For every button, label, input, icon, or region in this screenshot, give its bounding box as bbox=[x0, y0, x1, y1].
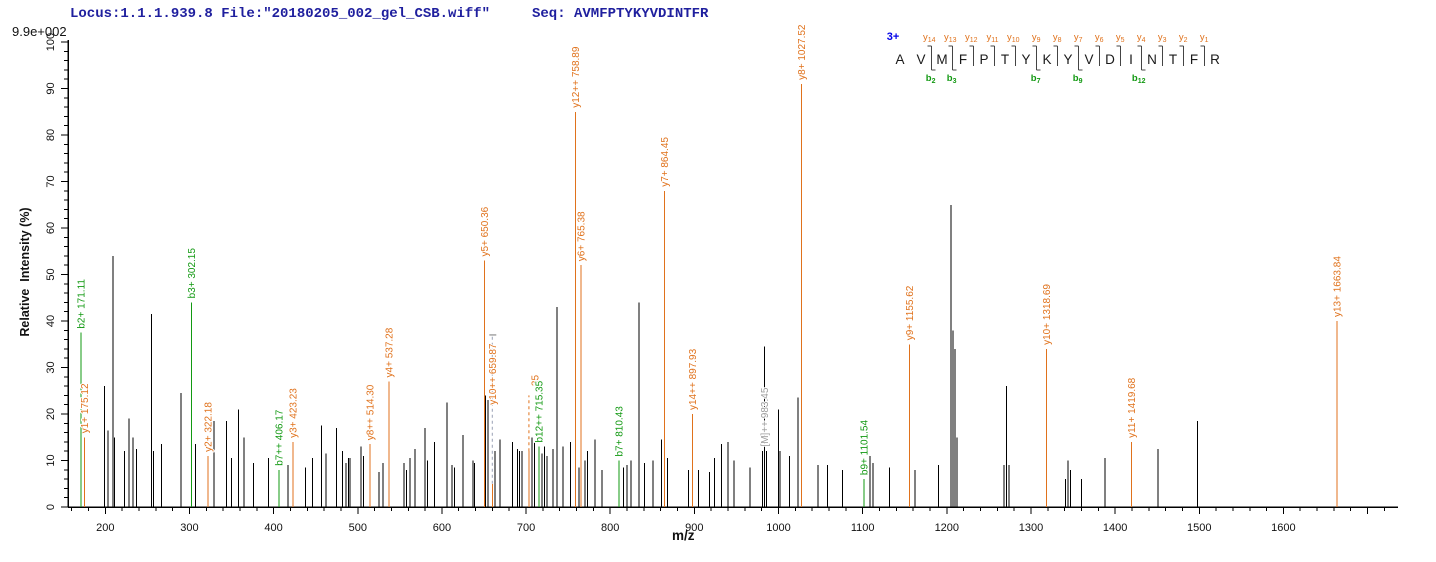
y-tick-label: 50 bbox=[45, 268, 57, 280]
residue-letter: P bbox=[979, 52, 988, 67]
x-tick-label: 1200 bbox=[935, 522, 959, 534]
y-tick-label: 70 bbox=[45, 175, 57, 187]
x-tick-label: 400 bbox=[264, 522, 282, 534]
x-tick-label: 600 bbox=[433, 522, 451, 534]
peak-label: y8+ 1027.52 bbox=[797, 24, 808, 80]
peak-label: y14++ 897.93 bbox=[688, 348, 699, 410]
residue-letter: Y bbox=[1063, 52, 1072, 67]
peak-label: y1+ 175.12 bbox=[80, 383, 91, 433]
x-tick-label: 1100 bbox=[851, 522, 875, 534]
peak-label: y7+ 864.45 bbox=[660, 137, 671, 187]
x-tick-label: 500 bbox=[349, 522, 367, 534]
peak-label: b7+ 810.43 bbox=[614, 406, 625, 457]
x-tick-label: 800 bbox=[601, 522, 619, 534]
y-tick-label: 20 bbox=[45, 408, 57, 420]
b-ion-label: b12 bbox=[1132, 73, 1146, 85]
peak-label: [M]++ 983.45 bbox=[760, 387, 771, 446]
peak-label: y5+ 650.36 bbox=[480, 206, 491, 256]
residue-letter: T bbox=[1001, 52, 1009, 67]
annotated-peaks: b2+ 171.11 y1+ 175.12 b3+ 302.15 y2+ 322.18… bbox=[76, 23, 1345, 507]
residue-letter: I bbox=[1129, 52, 1133, 67]
residue-letter: M bbox=[936, 52, 947, 67]
y-ion-label: y8 bbox=[1053, 32, 1062, 44]
peak-label: b12++ 715.35 bbox=[534, 380, 545, 442]
precursor-charge-label: 3+ bbox=[887, 31, 900, 43]
x-tick-label: 900 bbox=[685, 522, 703, 534]
x-tick-label: 200 bbox=[96, 522, 114, 534]
x-tick-label: 700 bbox=[517, 522, 535, 534]
peak-label: y10+ 1318.69 bbox=[1042, 284, 1053, 345]
x-tick-label: 1300 bbox=[1019, 522, 1043, 534]
residue-letter: R bbox=[1210, 52, 1220, 67]
peaks bbox=[103, 204, 1199, 507]
y-ion-label: y7 bbox=[1074, 32, 1083, 44]
y-tick-label: 60 bbox=[45, 222, 57, 234]
y-ion-label: y1 bbox=[1200, 32, 1209, 44]
peak-label: y3+ 423.23 bbox=[289, 388, 300, 438]
y-tick-label: 30 bbox=[45, 361, 57, 373]
y-ion-label: y3 bbox=[1158, 32, 1167, 44]
residue-letter: N bbox=[1147, 52, 1157, 67]
b-ion-label: b3 bbox=[947, 73, 957, 85]
peak-label: y6+ 765.38 bbox=[577, 211, 588, 261]
y-ion-label: y6 bbox=[1095, 32, 1104, 44]
y-ion-label: y12 bbox=[965, 32, 978, 44]
y-ion-label: y14 bbox=[923, 32, 936, 44]
x-tick-label: 1600 bbox=[1271, 522, 1295, 534]
y-ion-label: y5 bbox=[1116, 32, 1125, 44]
peak-label: b2+ 171.11 bbox=[77, 279, 88, 329]
x-tick-label: 1400 bbox=[1103, 522, 1127, 534]
y-tick-label: 40 bbox=[45, 315, 57, 327]
x-tick-label: 300 bbox=[180, 522, 198, 534]
residue-letter: F bbox=[1190, 52, 1198, 67]
residue-letter: D bbox=[1105, 52, 1115, 67]
peak-label: y2+ 322.18 bbox=[204, 402, 215, 452]
residue-letter: A bbox=[895, 52, 904, 67]
peak-label: 35 bbox=[530, 375, 541, 387]
residue-letter: Y bbox=[1021, 52, 1030, 67]
base-intensity-label: 9.9e+002 bbox=[12, 24, 67, 39]
peak-label: y10++ 659.87 bbox=[488, 343, 499, 405]
y-tick-label: 80 bbox=[45, 129, 57, 141]
peak-label: y13+ 1663.84 bbox=[1333, 256, 1344, 317]
x-tick-label: 1500 bbox=[1187, 522, 1211, 534]
y-tick-label: 100 bbox=[45, 33, 57, 51]
peak-label: b9+ 1101.54 bbox=[859, 420, 870, 476]
b-ion-label: b7 bbox=[1031, 73, 1041, 85]
axes: 200 300 400 500 600 700 800 900 1000 1100 1200 1300… bbox=[45, 33, 1398, 534]
peak-label: y11+ 1419.68 bbox=[1127, 377, 1138, 438]
y-ion-label: y13 bbox=[944, 32, 957, 44]
peak-label: y4+ 537.28 bbox=[385, 327, 396, 377]
residue-letter: T bbox=[1169, 52, 1177, 67]
y-ion-label: y11 bbox=[986, 32, 998, 44]
b-ion-label: b9 bbox=[1073, 73, 1083, 85]
peak-label: y8++ 514.30 bbox=[365, 384, 376, 440]
y-tick-label: 10 bbox=[45, 454, 57, 466]
peak-label: y12++ 758.89 bbox=[571, 46, 582, 108]
y-tick-label: 90 bbox=[45, 82, 57, 94]
y-ion-label: y4 bbox=[1137, 32, 1146, 44]
y-ion-label: y10 bbox=[1007, 32, 1020, 44]
x-tick-label: 1000 bbox=[766, 522, 790, 534]
x-axis-title: m/z bbox=[672, 528, 695, 543]
y-ion-label: y2 bbox=[1179, 32, 1188, 44]
peak-label: y9+ 1155.62 bbox=[905, 285, 916, 340]
sequence-header-label: Seq: AVMFPTYKYVDINTFR bbox=[532, 6, 709, 22]
peak-label: b7++ 406.17 bbox=[274, 409, 285, 466]
locus-file-label: Locus:1.1.1.939.8 File:"20180205_002_gel… bbox=[70, 6, 491, 22]
peak-label: b3+ 302.15 bbox=[187, 248, 198, 299]
y-tick-label: 0 bbox=[45, 504, 57, 510]
b-ion-label: b2 bbox=[926, 73, 936, 85]
y-ion-label: y9 bbox=[1032, 32, 1041, 44]
residue-letter: K bbox=[1042, 52, 1051, 67]
residue-letter: V bbox=[916, 52, 925, 67]
residue-letter: V bbox=[1084, 52, 1093, 67]
residue-letter: F bbox=[959, 52, 967, 67]
